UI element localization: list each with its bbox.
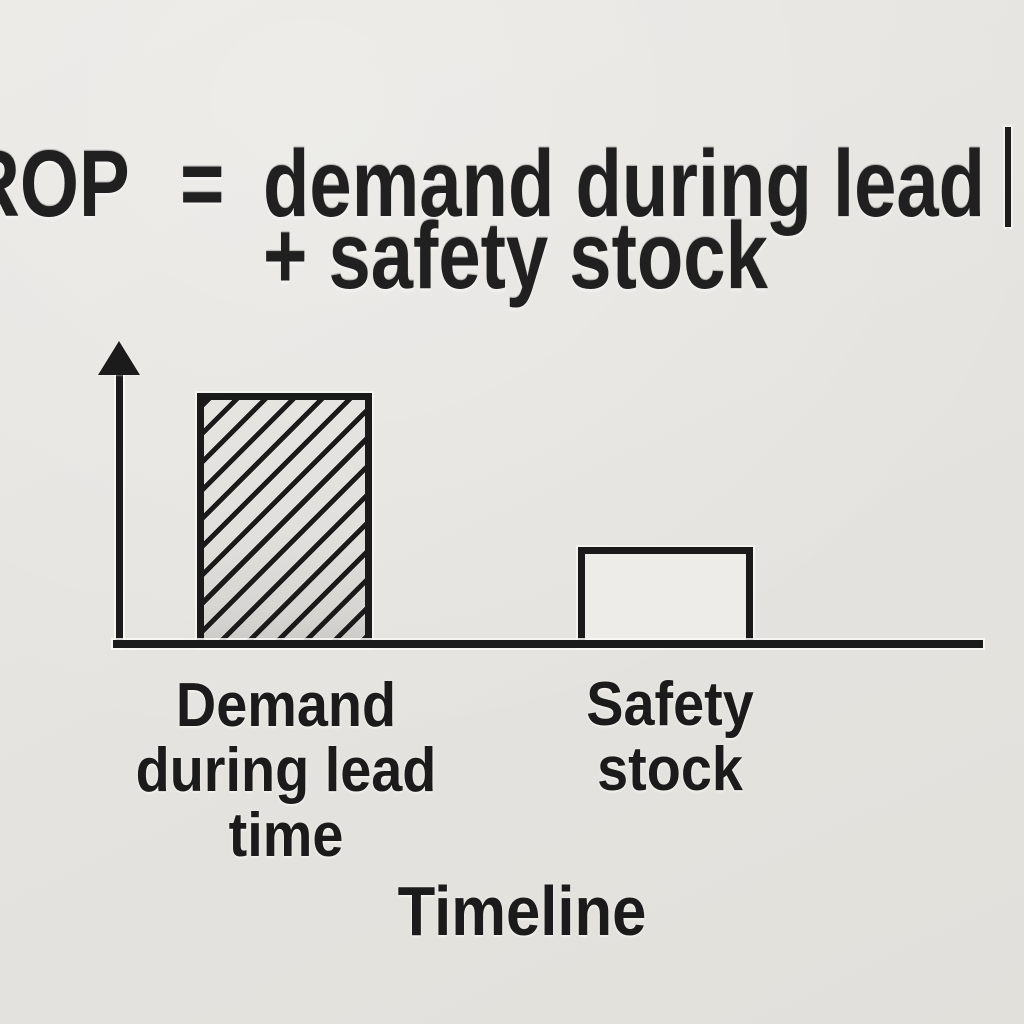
safety-bar-label-line2: stock xyxy=(597,735,743,804)
safety-bar-label-line1: Safety xyxy=(586,670,754,739)
formula-equals-sign: = xyxy=(180,131,225,237)
demand-bar xyxy=(197,393,372,648)
safety-stock-bar xyxy=(578,547,753,648)
y-axis-line xyxy=(116,372,123,648)
arrow-up-icon xyxy=(98,341,140,375)
formula-lhs: ROP xyxy=(0,131,130,237)
formula-term-demand: demand during lead xyxy=(263,131,986,237)
formula-term-safety: + safety stock xyxy=(263,203,768,309)
demand-bar-label-line3: time xyxy=(228,801,344,870)
demand-bar-label: Demand during lead time xyxy=(106,673,466,868)
clipped-letter-fragment xyxy=(1005,127,1011,227)
safety-bar-label: Safety stock xyxy=(490,672,850,802)
timeline-axis-label: Timeline xyxy=(397,872,647,950)
x-axis-line xyxy=(113,640,983,648)
demand-bar-label-line2: during lead xyxy=(135,736,437,805)
demand-bar-label-line1: Demand xyxy=(175,671,397,740)
